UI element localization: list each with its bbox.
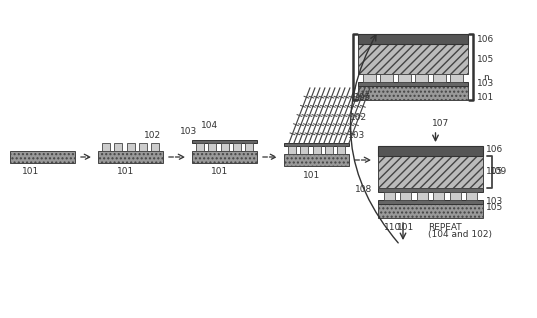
Bar bbox=[378, 200, 483, 204]
Text: 102: 102 bbox=[144, 130, 161, 140]
Bar bbox=[284, 143, 349, 146]
Bar bbox=[127, 143, 134, 151]
Text: 106: 106 bbox=[477, 34, 495, 44]
Bar bbox=[433, 74, 446, 82]
Bar bbox=[233, 143, 241, 151]
Text: n: n bbox=[483, 73, 489, 82]
Text: 106: 106 bbox=[487, 146, 504, 155]
Text: 101: 101 bbox=[397, 224, 415, 232]
Text: 103: 103 bbox=[180, 128, 198, 136]
Bar bbox=[358, 86, 468, 100]
Text: 101: 101 bbox=[211, 168, 228, 176]
Bar bbox=[245, 143, 253, 151]
Bar bbox=[415, 74, 429, 82]
Bar bbox=[383, 192, 395, 200]
Bar bbox=[378, 146, 483, 156]
Bar bbox=[98, 151, 163, 163]
Bar bbox=[196, 143, 204, 151]
Bar bbox=[378, 156, 483, 188]
Text: 108: 108 bbox=[355, 184, 373, 193]
Text: 105: 105 bbox=[354, 93, 372, 102]
Text: 107: 107 bbox=[432, 120, 449, 128]
Text: 101: 101 bbox=[22, 168, 39, 176]
Bar bbox=[362, 74, 375, 82]
Text: 101: 101 bbox=[477, 93, 495, 102]
Bar bbox=[192, 151, 257, 163]
Bar bbox=[398, 74, 411, 82]
Bar bbox=[151, 143, 159, 151]
Text: 105: 105 bbox=[487, 168, 504, 176]
Text: 103: 103 bbox=[477, 80, 495, 88]
Bar bbox=[378, 188, 483, 192]
Bar bbox=[417, 192, 427, 200]
Text: 110: 110 bbox=[384, 224, 402, 232]
Bar bbox=[114, 143, 122, 151]
Text: 101: 101 bbox=[303, 170, 320, 179]
Text: 105: 105 bbox=[487, 203, 504, 211]
Bar bbox=[208, 143, 216, 151]
Bar bbox=[467, 192, 477, 200]
Bar bbox=[378, 204, 483, 218]
Bar bbox=[313, 146, 321, 154]
Bar bbox=[192, 140, 257, 143]
Bar bbox=[139, 143, 147, 151]
Bar bbox=[358, 44, 468, 74]
Text: 102: 102 bbox=[351, 114, 367, 122]
Bar bbox=[102, 143, 110, 151]
Bar bbox=[433, 192, 444, 200]
Text: 105: 105 bbox=[477, 54, 495, 64]
Bar bbox=[451, 74, 463, 82]
Bar bbox=[337, 146, 345, 154]
Bar bbox=[358, 34, 468, 44]
Bar bbox=[450, 192, 461, 200]
Text: 101: 101 bbox=[117, 168, 134, 176]
Text: 104: 104 bbox=[201, 121, 219, 129]
Text: 103: 103 bbox=[487, 197, 504, 205]
Text: REPEAT: REPEAT bbox=[428, 223, 462, 232]
Text: 109: 109 bbox=[490, 168, 507, 176]
Bar bbox=[380, 74, 393, 82]
Bar bbox=[400, 192, 411, 200]
Bar bbox=[221, 143, 229, 151]
Bar bbox=[300, 146, 308, 154]
Text: 103: 103 bbox=[349, 132, 366, 141]
Bar bbox=[288, 146, 296, 154]
Bar bbox=[325, 146, 332, 154]
Bar bbox=[358, 82, 468, 86]
Text: (104 and 102): (104 and 102) bbox=[428, 231, 492, 239]
Bar bbox=[284, 154, 349, 166]
Bar bbox=[10, 151, 75, 163]
